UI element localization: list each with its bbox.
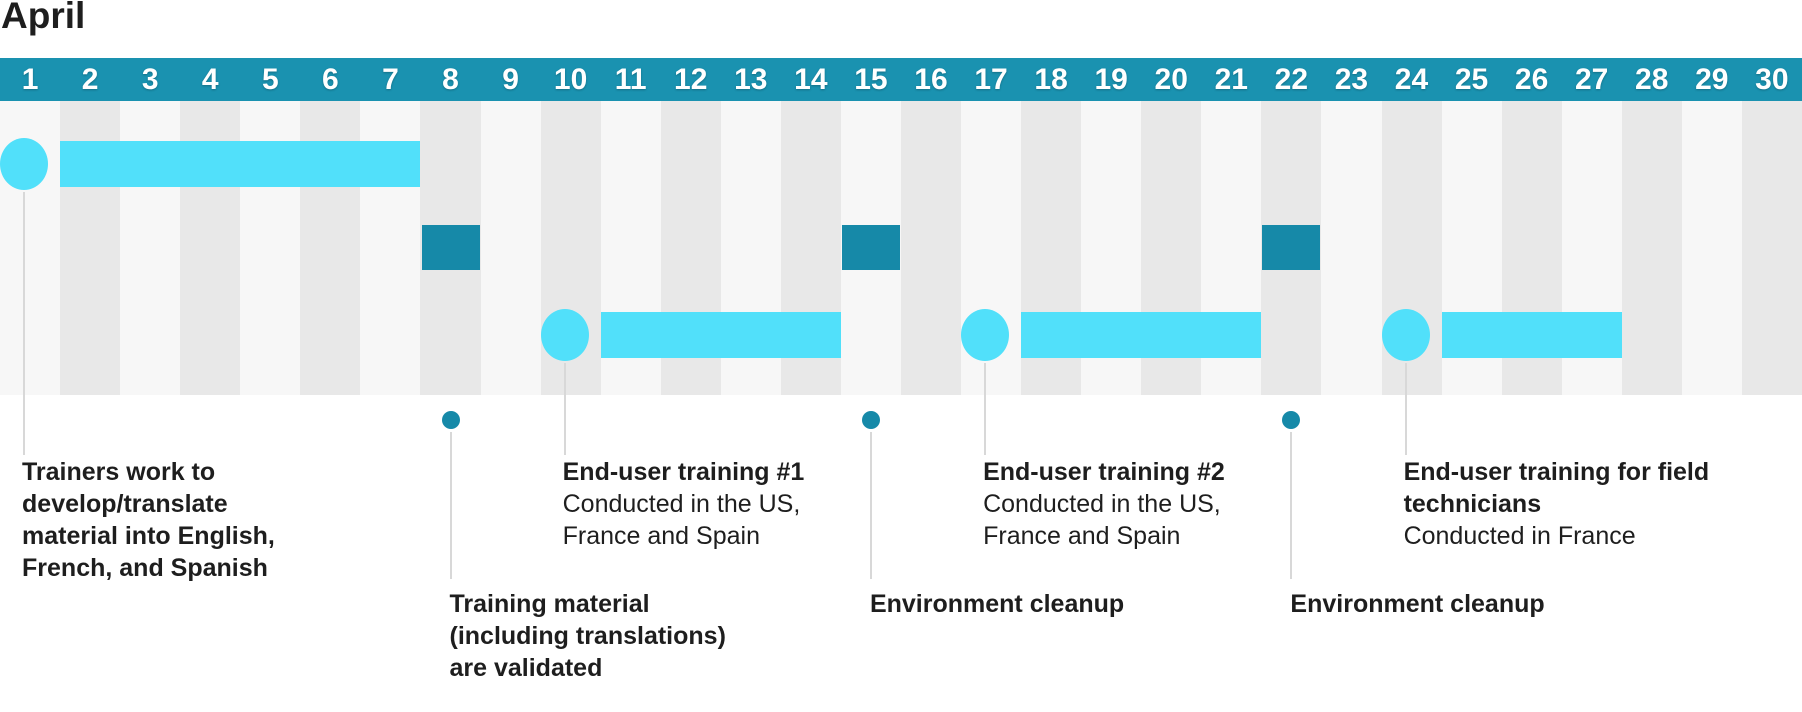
day-header-cell: 28: [1635, 62, 1669, 96]
label-line-regular: Conducted in the US,: [983, 490, 1221, 518]
day-column: [1681, 101, 1742, 395]
day-header-cell: 23: [1334, 62, 1369, 96]
milestone-square: [841, 225, 900, 270]
task-start-marker: [961, 309, 1010, 361]
label-line-bold: End-user training #1: [562, 458, 805, 486]
label-line-regular: Conducted in France: [1403, 522, 1636, 550]
day-header-cell: 19: [1094, 62, 1128, 96]
label-line-bold: Environment cleanup: [1290, 590, 1545, 618]
task-connector-line: [563, 363, 566, 455]
day-header-cell: 4: [201, 62, 219, 96]
task-label: Environment cleanup: [1290, 588, 1544, 620]
day-header-cell: 29: [1695, 62, 1729, 96]
day-header-cell: 5: [261, 62, 279, 96]
task-start-marker: [540, 309, 589, 361]
label-line-bold: Training material: [449, 590, 650, 618]
task-connector-line: [984, 363, 987, 455]
milestone-connector-line: [449, 432, 452, 579]
day-header-cell: 30: [1755, 62, 1789, 96]
milestone-dot: [441, 411, 460, 429]
day-header-cell: 20: [1154, 62, 1188, 96]
chart-title: April: [1, 0, 86, 36]
task-connector-line: [23, 192, 26, 455]
day-column: [480, 101, 541, 395]
task-bar: [60, 141, 421, 187]
milestone-square: [421, 225, 480, 270]
day-header-cell: 16: [914, 62, 948, 96]
milestone-dot: [1282, 411, 1301, 429]
day-header-cell: 7: [382, 62, 399, 96]
task-label: End-user training for field technicians Co…: [1404, 456, 1710, 552]
day-header-cell: 26: [1514, 62, 1549, 96]
day-header-cell: 2: [81, 62, 99, 96]
label-line-bold: are validated: [449, 654, 603, 682]
task-start-marker: [0, 138, 49, 190]
task-start-marker: [1381, 309, 1430, 361]
day-header-cell: 6: [322, 62, 339, 96]
day-header-cell: 24: [1394, 62, 1429, 96]
day-column: [1321, 101, 1382, 395]
day-header-cell: 11: [614, 62, 647, 96]
milestone-connector-line: [869, 432, 872, 579]
day-header-cell: 15: [854, 62, 888, 96]
task-label: End-user training #1 Conducted in the US,…: [563, 456, 805, 552]
label-line-bold: End-user training #2: [983, 458, 1225, 486]
task-connector-line: [1404, 363, 1407, 455]
label-line-regular: France and Spain: [983, 522, 1181, 550]
label-line-regular: Conducted in the US,: [562, 490, 801, 518]
day-header-cell: 12: [674, 62, 708, 96]
task-label: Environment cleanup: [870, 588, 1124, 620]
label-line-bold: technicians: [1403, 490, 1542, 518]
day-column: [1621, 101, 1682, 395]
label-line-bold: End-user training for field: [1403, 458, 1710, 486]
day-header-cell: 21: [1214, 62, 1248, 96]
day-column: [901, 101, 962, 395]
label-line-bold: Trainers work to: [22, 458, 216, 486]
day-header-cell: 1: [21, 62, 39, 96]
day-header-cell: 25: [1454, 62, 1489, 96]
day-header-cell: 10: [553, 62, 588, 96]
label-line-bold: material into English,: [22, 522, 275, 550]
label-line-bold: French, and Spanish: [22, 554, 268, 582]
day-header-cell: 3: [141, 62, 159, 96]
day-header-row: 1 2 3 4 5 6 7 8 9 10 11 12 13 14 15 16 17 18 19 20 21 22 23 24 2…: [0, 58, 1802, 101]
day-header-cell: 13: [734, 62, 768, 96]
task-bar: [600, 312, 841, 358]
day-header-cell: 27: [1574, 62, 1609, 96]
label-line-regular: France and Spain: [562, 522, 760, 550]
day-header-cell: 8: [442, 62, 459, 96]
task-label: End-user training #2 Conducted in the US,…: [983, 456, 1225, 552]
milestone-square: [1262, 225, 1321, 270]
milestone-dot: [861, 411, 880, 429]
task-label: Training material (including translations…: [450, 588, 726, 684]
day-header-cell: 9: [502, 62, 519, 96]
day-header-cell: 17: [974, 62, 1008, 96]
milestone-connector-line: [1290, 432, 1293, 579]
task-bar: [1021, 312, 1262, 358]
day-header-cell: 18: [1034, 62, 1068, 96]
day-column: [1741, 101, 1802, 395]
label-line-bold: Environment cleanup: [869, 590, 1125, 618]
task-label: Trainers work to develop/translate materia…: [22, 456, 275, 584]
day-header-cell: 14: [794, 62, 828, 96]
task-bar: [1441, 312, 1622, 358]
label-line-bold: (including translations): [449, 622, 726, 650]
label-line-bold: develop/translate: [22, 490, 228, 518]
day-header-cell: 22: [1274, 62, 1309, 96]
